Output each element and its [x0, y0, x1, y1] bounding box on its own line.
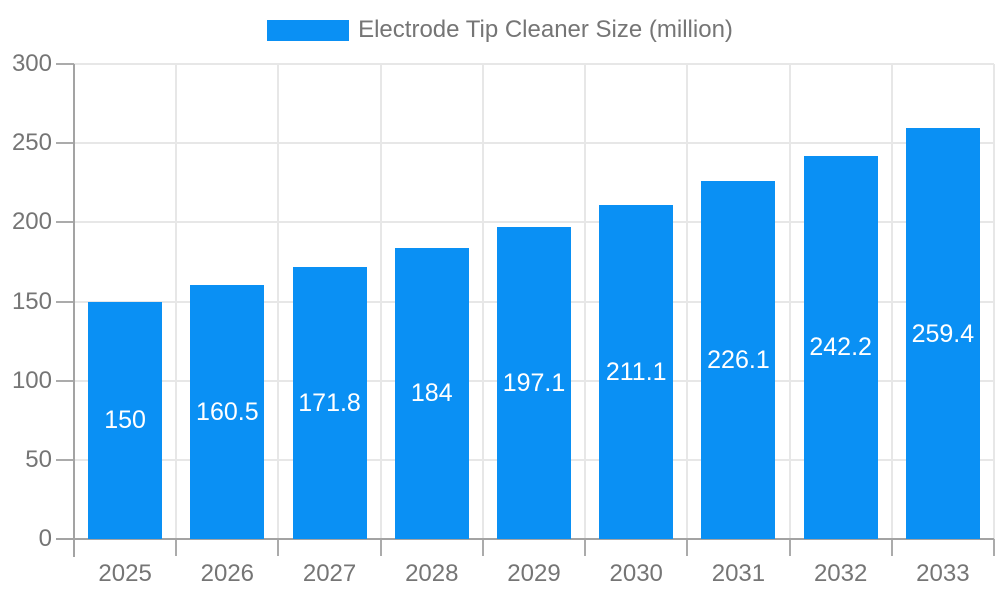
x-axis-tick	[788, 539, 791, 556]
y-axis-tick	[56, 300, 74, 303]
bar-value-label: 259.4	[911, 319, 975, 348]
y-axis-tick-label: 300	[11, 50, 52, 77]
x-axis-tick	[481, 539, 484, 556]
bar-value-label: 211.1	[605, 357, 667, 386]
y-axis-tick	[56, 458, 74, 461]
bar[interactable]	[292, 266, 367, 539]
v-gridline	[277, 64, 280, 539]
v-gridline	[993, 64, 995, 539]
x-axis-tick-label: 2025	[98, 560, 152, 587]
v-gridline	[584, 64, 587, 539]
x-axis-tick	[379, 539, 382, 556]
y-axis-tick	[56, 379, 74, 382]
v-gridline	[890, 64, 893, 539]
h-gridline	[74, 221, 994, 224]
x-axis-line	[56, 538, 994, 540]
bar-value-label: 150	[104, 406, 146, 435]
x-axis-tick-label: 2033	[916, 560, 970, 587]
x-axis-tick-label: 2031	[711, 560, 766, 587]
x-axis-tick-label: 2029	[507, 560, 561, 587]
bar[interactable]	[88, 301, 163, 539]
legend-label: Electrode Tip Cleaner Size (million)	[358, 16, 733, 43]
x-axis-tick-label: 2026	[200, 560, 255, 587]
bar[interactable]	[803, 155, 878, 539]
h-gridline	[74, 63, 994, 65]
v-gridline	[788, 64, 791, 539]
chart-legend[interactable]: Electrode Tip Cleaner Size (million)	[0, 14, 1000, 46]
v-gridline	[481, 64, 484, 539]
bar-value-label: 197.1	[502, 368, 566, 397]
x-axis-tick	[584, 539, 587, 556]
y-axis-tick-label: 0	[38, 525, 52, 552]
legend-swatch	[267, 19, 350, 41]
bar-value-label: 226.1	[707, 346, 770, 374]
x-axis-tick	[993, 539, 995, 556]
x-axis-tick	[277, 539, 280, 556]
y-axis-line	[73, 64, 75, 557]
y-axis-tick	[56, 221, 74, 224]
bar-value-label: 160.5	[196, 397, 259, 426]
y-axis-tick-label: 150	[11, 287, 52, 315]
y-axis-tick	[56, 63, 74, 65]
bar[interactable]	[599, 204, 674, 539]
v-gridline	[379, 64, 382, 539]
v-gridline	[686, 64, 689, 539]
bar[interactable]	[497, 226, 571, 539]
x-axis-tick	[890, 539, 893, 556]
y-axis-tick-label: 100	[11, 366, 52, 394]
x-axis-tick-label: 2032	[813, 560, 868, 587]
bar-value-label: 242.2	[809, 333, 872, 362]
bar[interactable]	[905, 128, 980, 539]
bar-value-label: 184	[410, 379, 453, 408]
x-axis-tick	[175, 539, 178, 556]
x-axis-tick	[686, 539, 689, 556]
y-axis-tick	[56, 142, 74, 145]
bar[interactable]	[701, 181, 776, 539]
bar[interactable]	[394, 247, 469, 539]
bar-value-label: 171.8	[298, 388, 361, 417]
y-axis-tick-label: 200	[11, 208, 52, 236]
y-axis-tick-label: 50	[25, 445, 52, 473]
x-axis-tick-label: 2027	[302, 560, 357, 587]
y-axis-tick-label: 250	[11, 129, 52, 157]
x-axis-tick-label: 2028	[405, 560, 459, 587]
h-gridline	[74, 142, 994, 145]
v-gridline	[175, 64, 178, 539]
bar[interactable]	[190, 284, 265, 539]
x-axis-tick-label: 2030	[609, 560, 663, 587]
